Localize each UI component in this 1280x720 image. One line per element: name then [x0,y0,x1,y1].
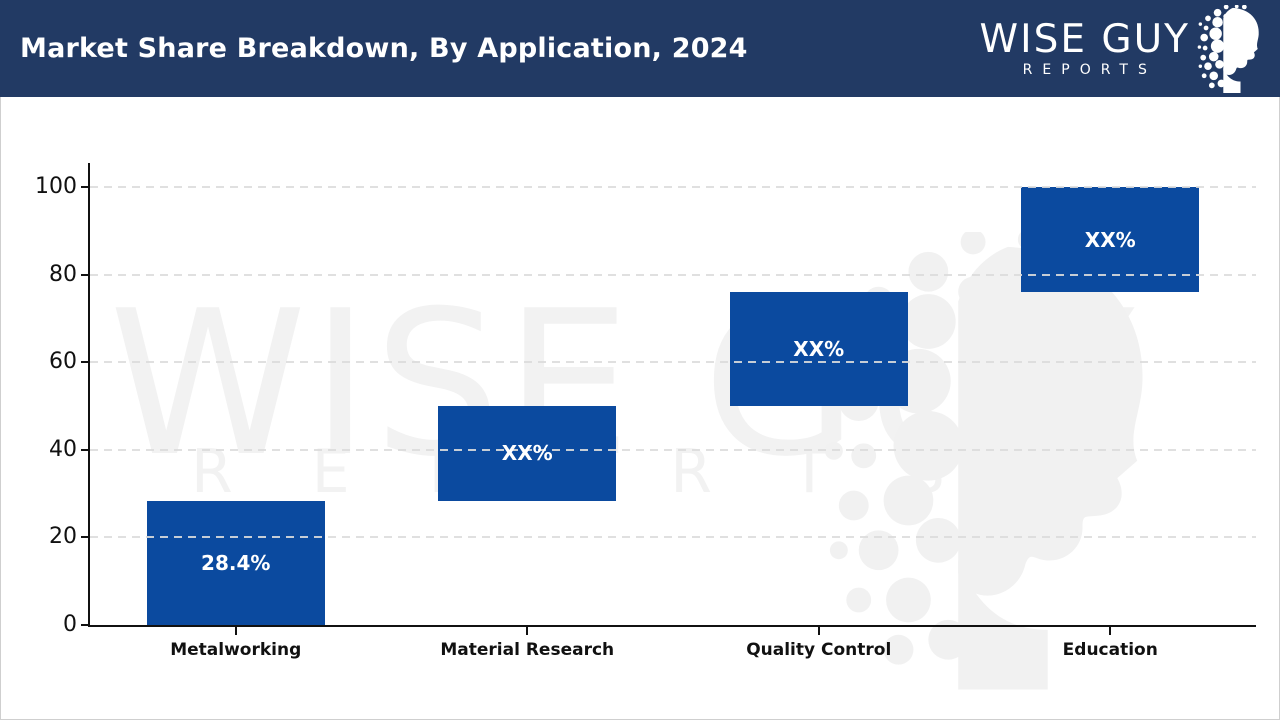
xtick-quality-control [817,627,820,635]
gridline-y-80 [90,273,1256,276]
logo-wordmark: WISE GUY REPORTS [980,20,1190,78]
brand-logo: WISE GUY REPORTS [980,4,1280,93]
ytick-60 [81,361,89,364]
category-label-metalworking: Metalworking [170,640,302,660]
x-axis-spine [88,625,1256,627]
ytick-label-0: 0 [63,612,77,637]
logo-subtitle-text: REPORTS [1022,61,1157,78]
gridline-y-20 [90,536,1256,539]
ytick-20 [81,536,89,539]
chart-title: Market Share Breakdown, By Application, … [20,33,748,64]
logo-head-icon [1197,4,1259,93]
logo-wordmark-text: WISE GUY [979,16,1190,62]
category-label-material-research: Material Research [440,640,615,660]
gridline-y-40 [90,448,1256,451]
xtick-education [1109,627,1112,635]
bar-quality-control [729,292,908,406]
xtick-material-research [526,627,529,635]
category-label-education: Education [1062,640,1158,660]
gridline-y-100 [90,186,1256,188]
ytick-label-40: 40 [49,436,77,462]
chart-panel: WISE GUY R E P O R T S 02040608010028.4%… [0,97,1280,720]
ytick-100 [81,186,89,188]
ytick-label-60: 60 [49,349,77,375]
bar-metalworking [146,500,325,625]
xtick-metalworking [234,627,237,635]
bar-material-research [438,406,617,501]
ytick-0 [81,624,89,626]
category-label-quality-control: Quality Control [746,640,892,660]
ytick-40 [81,448,89,451]
bar-label-quality-control: XX% [793,337,845,362]
ytick-label-80: 80 [49,261,77,287]
bar-label-education: XX% [1084,227,1136,252]
ytick-label-20: 20 [49,524,77,550]
ytick-80 [81,273,89,276]
header-bar: Market Share Breakdown, By Application, … [0,0,1280,97]
gridline-y-60 [90,361,1256,364]
y-axis-spine [88,163,90,627]
ytick-label-100: 100 [35,174,77,199]
bar-label-material-research: XX% [501,441,553,466]
bar-label-metalworking: 28.4% [201,550,271,575]
